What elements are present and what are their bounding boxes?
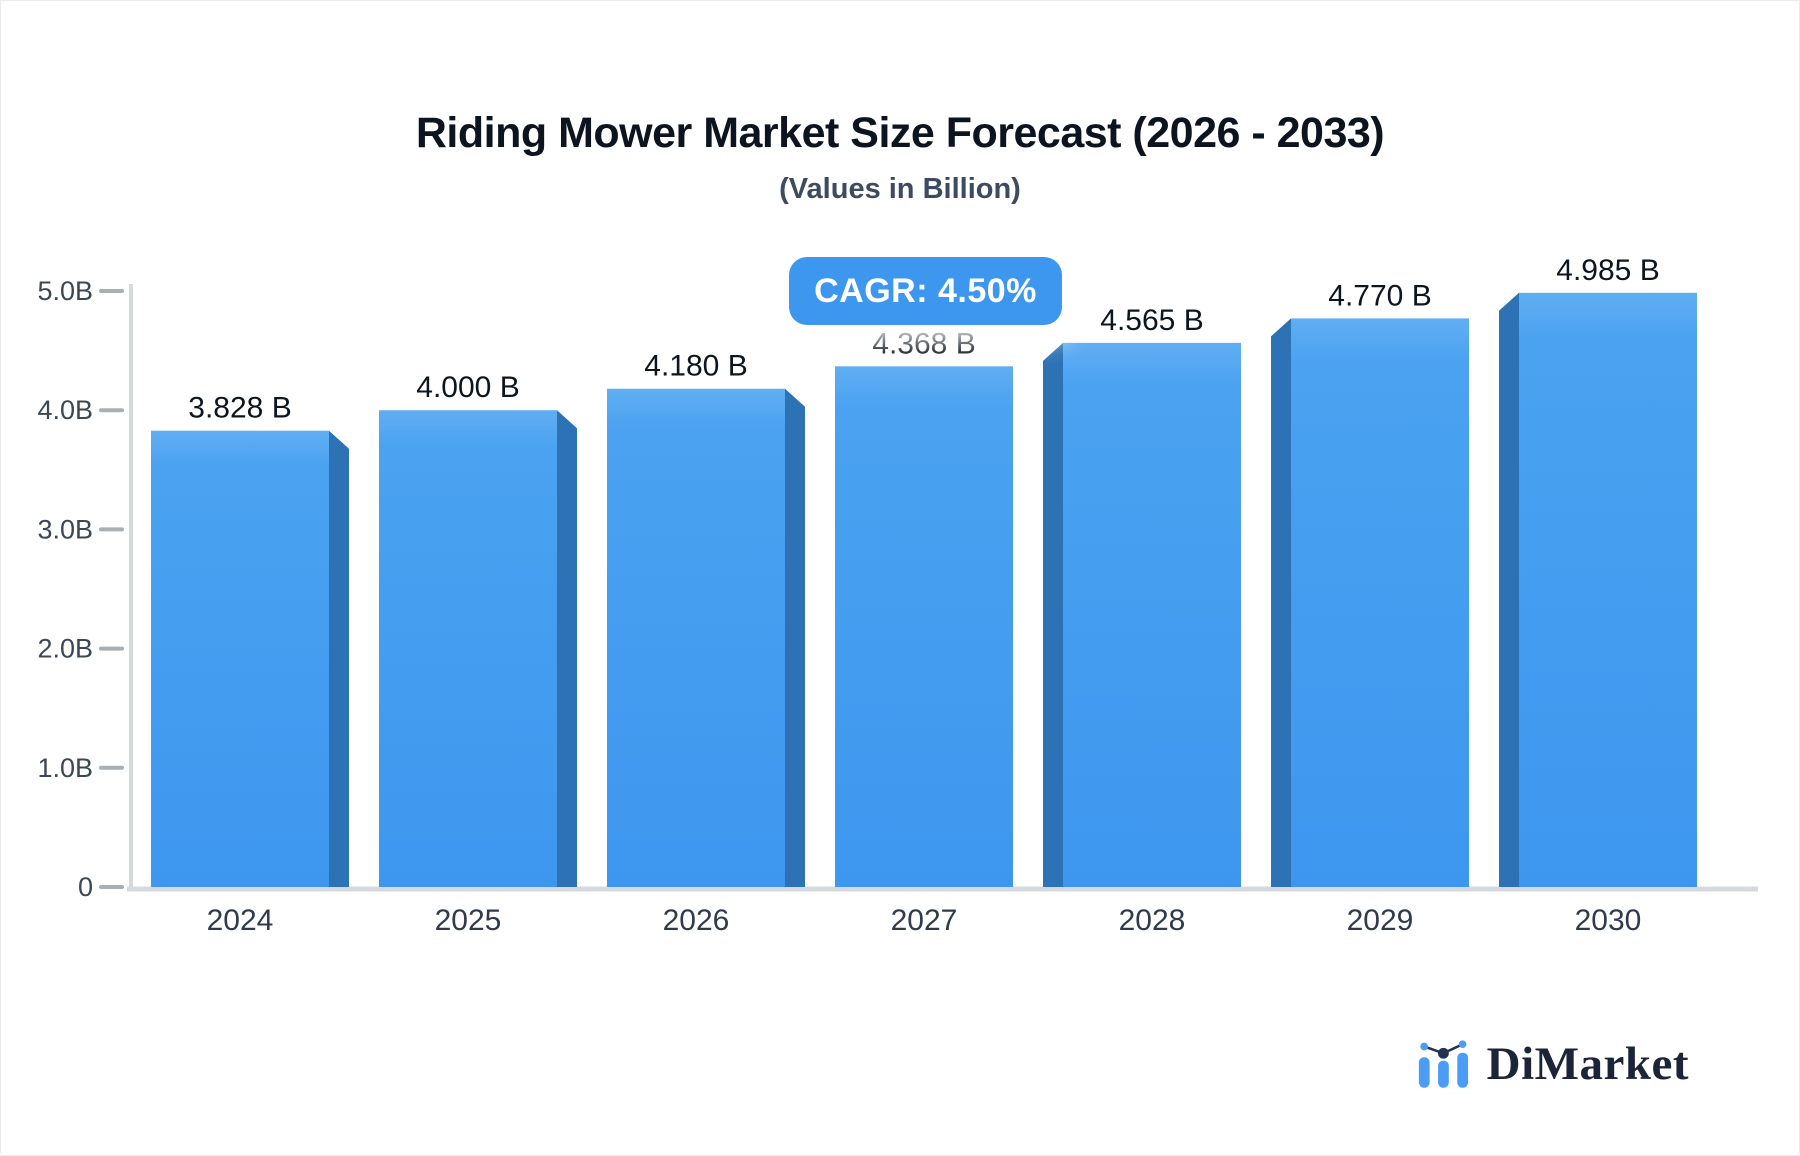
bar-2027[interactable]: 4.368 B — [835, 327, 1013, 887]
bar-face — [1063, 342, 1241, 887]
bar-face — [607, 388, 785, 887]
cagr-badge: CAGR: 4.50% — [789, 257, 1062, 325]
y-axis-label: 5.0B — [37, 276, 93, 306]
x-axis-label: 2029 — [1347, 904, 1414, 937]
bar-side-3d — [785, 388, 805, 887]
bar-side-3d — [1043, 342, 1063, 887]
x-axis-label: 2024 — [207, 904, 274, 937]
y-axis-label: 0 — [78, 872, 93, 902]
dimarket-logo: DiMarket — [1417, 1035, 1689, 1093]
bar-value-label: 4.368 B — [872, 327, 975, 360]
bar-2029[interactable]: 4.770 B — [1271, 279, 1469, 887]
x-axis-label: 2026 — [663, 904, 730, 937]
bar-value-label: 4.180 B — [644, 350, 747, 383]
x-axis-label: 2025 — [435, 904, 502, 937]
bar-value-label: 4.985 B — [1556, 254, 1659, 287]
bar-face — [379, 410, 557, 887]
bar-2028[interactable]: 4.565 B — [1043, 304, 1241, 887]
bar-face — [1519, 292, 1697, 888]
chart-subtitle: (Values in Billion) — [779, 173, 1021, 205]
bar-value-label: 3.828 B — [188, 392, 291, 425]
bar-face — [151, 430, 329, 887]
bar-2024[interactable]: 3.828 B — [151, 392, 349, 887]
logo-text: DiMarket — [1486, 1038, 1689, 1090]
bar-face — [835, 366, 1013, 887]
x-axis-label: 2028 — [1119, 904, 1186, 937]
cagr-badge-label: CAGR: 4.50% — [814, 271, 1037, 310]
bar-side-3d — [557, 410, 577, 887]
y-axis-label: 1.0B — [37, 753, 93, 783]
chart-title: Riding Mower Market Size Forecast (2026 … — [415, 109, 1385, 157]
bar-2030[interactable]: 4.985 B — [1499, 254, 1697, 888]
bar-value-label: 4.770 B — [1328, 279, 1431, 312]
x-axis-label: 2030 — [1575, 904, 1642, 937]
bar-value-label: 4.565 B — [1100, 304, 1203, 337]
bar-face — [1291, 318, 1469, 887]
y-axis-label: 4.0B — [37, 395, 93, 425]
y-axis-label: 2.0B — [37, 634, 93, 664]
bar-side-3d — [1271, 318, 1291, 887]
bar-side-3d — [329, 430, 349, 887]
bar-value-label: 4.000 B — [416, 371, 519, 404]
bar-2025[interactable]: 4.000 B — [379, 371, 577, 887]
bar-2026[interactable]: 4.180 B — [607, 350, 805, 887]
x-axis-label: 2027 — [891, 904, 958, 937]
bar-side-3d — [1499, 292, 1519, 888]
mini-bar-chart-icon — [1418, 1040, 1468, 1088]
y-axis-label: 3.0B — [37, 514, 93, 544]
